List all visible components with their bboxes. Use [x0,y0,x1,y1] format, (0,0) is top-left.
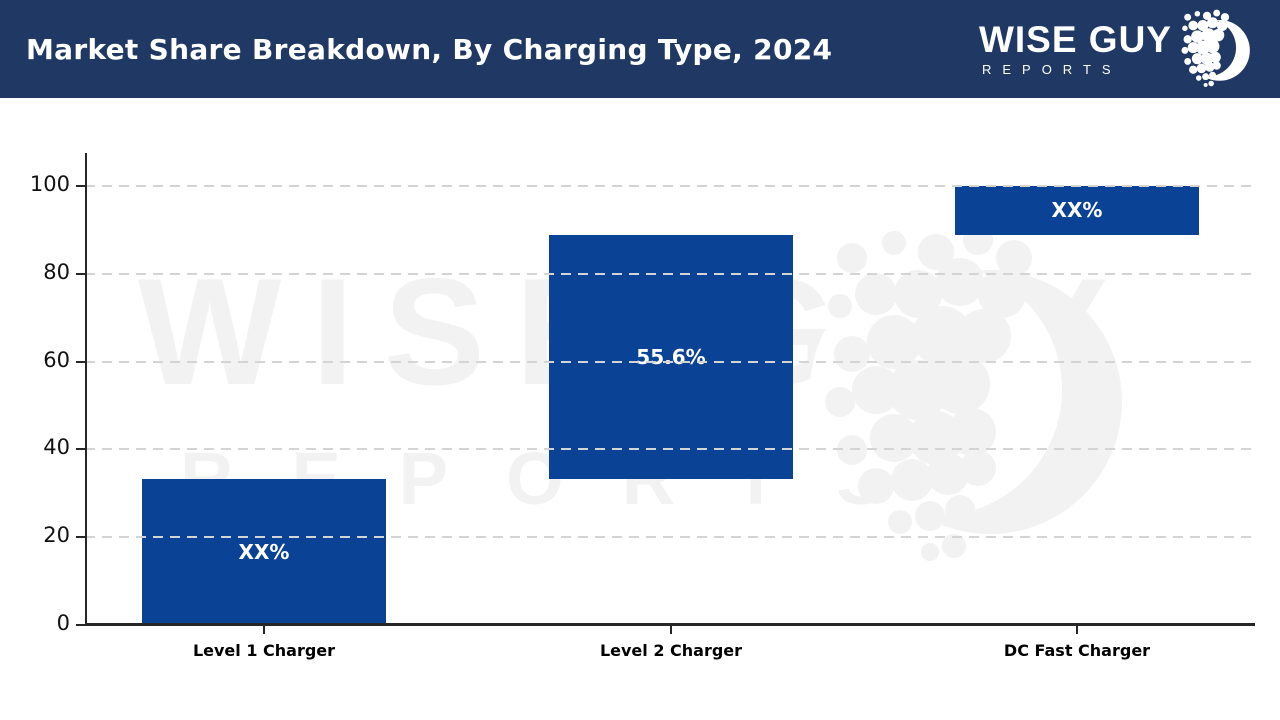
gridline-20 [85,536,1255,539]
gridline-60 [85,360,1255,363]
logo-wordmark: WISE GUY REPORTS [979,21,1172,77]
y-tick-label-0: 0 [56,611,70,635]
x-tick-mark-level-2-charger [670,625,672,634]
logo-wordmark-main: WISE GUY [978,19,1172,60]
bar-value-label-level-1-charger: XX% [238,539,290,564]
bar-value-label-level-2-charger: 55.6% [636,344,706,369]
gridline-40 [85,448,1255,451]
y-axis-line [85,153,87,625]
y-tick-label-100: 100 [29,172,70,196]
logo: WISE GUY REPORTS [979,7,1254,91]
x-tick-mark-level-1-charger [263,625,265,634]
bar-level-1-charger: XX% [142,478,386,625]
gridline-80 [85,272,1255,275]
header: Market Share Breakdown, By Charging Type… [0,0,1280,98]
x-tick-label-level-2-charger: Level 2 Charger [599,641,743,660]
x-tick-label-dc-fast-charger: DC Fast Charger [1003,641,1151,660]
bar-dc-fast-charger: XX% [955,186,1199,235]
bar-value-label-dc-fast-charger: XX% [1051,198,1103,223]
logo-wordmark-sub: REPORTS [981,62,1122,77]
y-tick-mark-60 [76,360,85,363]
face-profile-logo-icon [1178,9,1250,87]
bar-level-2-charger: 55.6% [549,234,793,479]
y-tick-mark-100 [76,185,85,187]
x-tick-label-level-1-charger: Level 1 Charger [192,641,336,660]
y-tick-label-80: 80 [43,259,70,284]
page-title: Market Share Breakdown, By Charging Type… [26,32,833,66]
y-tick-label-60: 60 [43,347,70,372]
y-tick-mark-80 [76,272,85,275]
y-tick-mark-20 [76,536,85,539]
x-axis-line [85,623,1255,626]
face-profile-watermark-icon [810,225,1122,561]
y-tick-mark-0 [76,624,85,626]
y-tick-label-40: 40 [43,435,70,460]
gridline-100 [85,185,1255,187]
y-tick-mark-40 [76,448,85,451]
y-tick-label-20: 20 [43,523,70,548]
chart-area: WISE GUY REPORTS 020406080100XX%55.6%XX%… [0,98,1280,720]
x-tick-mark-dc-fast-charger [1076,625,1078,634]
